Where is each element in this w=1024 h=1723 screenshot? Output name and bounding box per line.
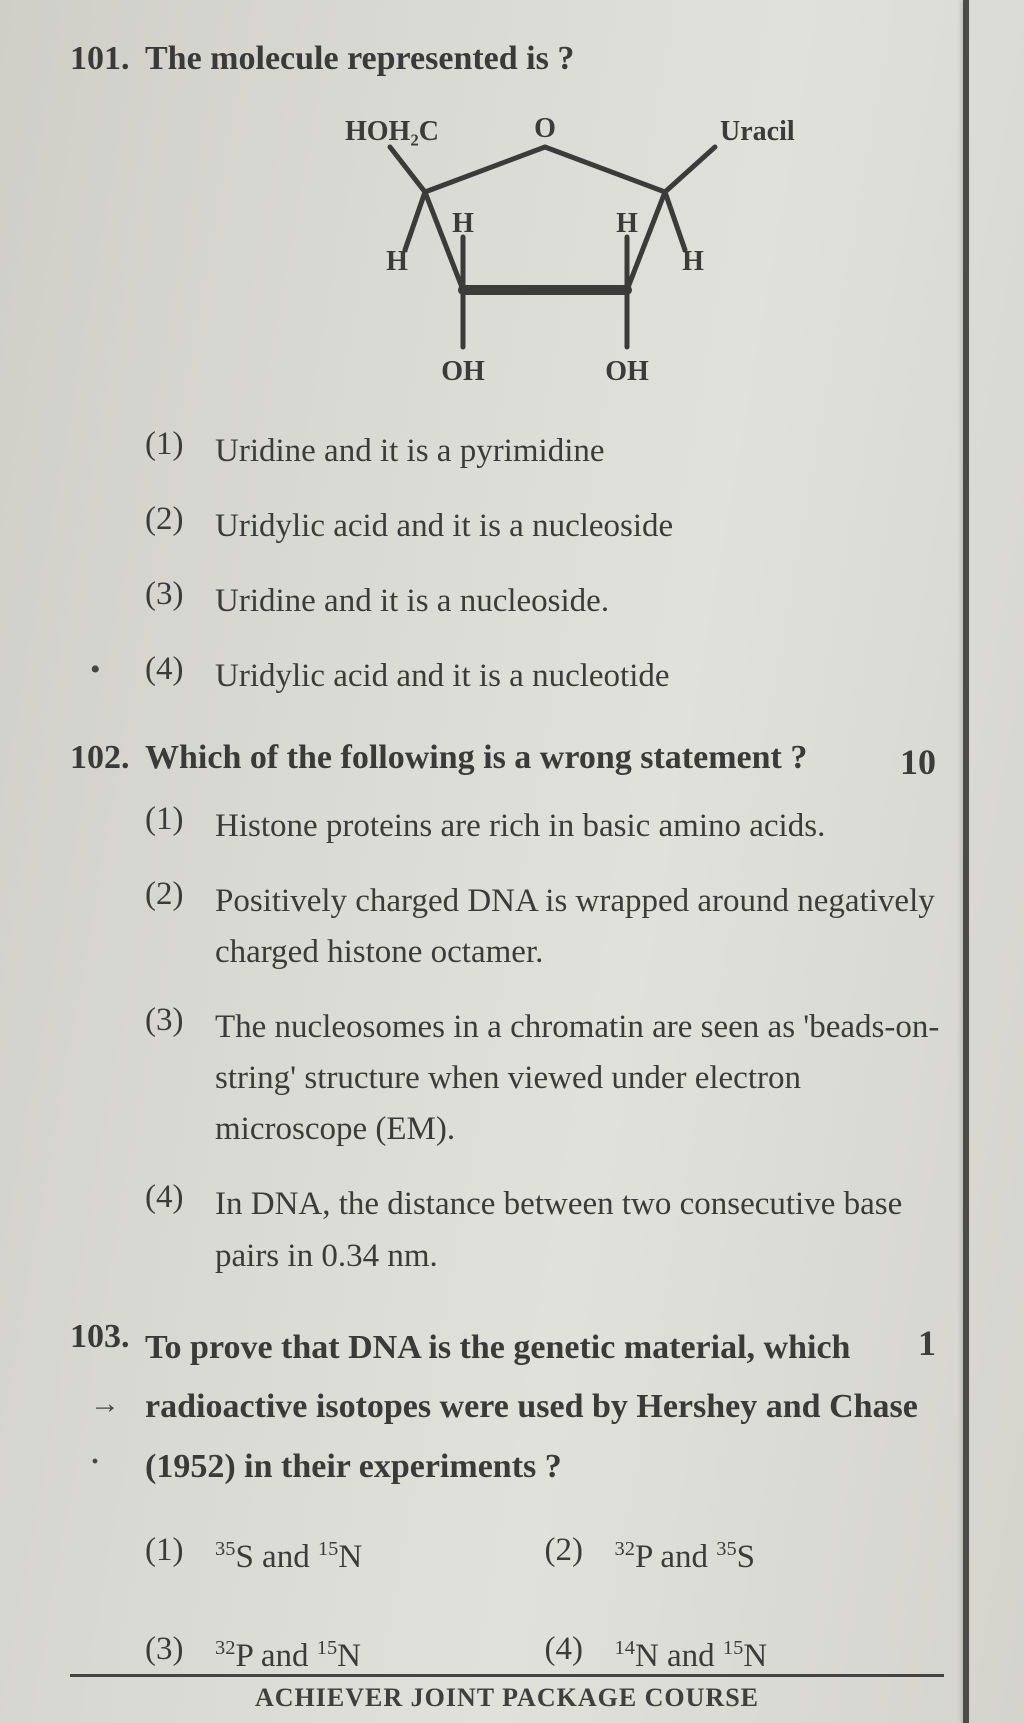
marker-icon: →	[90, 1378, 120, 1431]
option-number: (2)	[545, 1532, 615, 1569]
option: (2) Uridylic acid and it is a nucleoside	[145, 501, 944, 552]
option-text: Uridine and it is a nucleoside.	[215, 576, 944, 627]
option-number: (2)	[145, 876, 215, 913]
options-list: (1) Uridine and it is a pyrimidine (2) U…	[145, 426, 944, 703]
option-number: (3)	[145, 1002, 215, 1039]
question-102: 10 102. Which of the following is a wron…	[70, 739, 944, 1306]
question-103: 1 103. → · To prove that DNA is the gene…	[70, 1318, 944, 1707]
option-number: (4)	[145, 1179, 215, 1216]
option: (3) Uridine and it is a nucleoside.	[145, 576, 944, 627]
option: (2) Positively charged DNA is wrapped ar…	[145, 876, 944, 978]
mol-label-h: H	[616, 208, 638, 239]
question-text: → · To prove that DNA is the genetic mat…	[145, 1318, 944, 1497]
margin-number: 10	[900, 741, 936, 783]
option-number: (1)	[145, 801, 215, 838]
option: (2) 32P and 35S	[545, 1532, 945, 1583]
option-text: 35S and 15N	[215, 1532, 525, 1583]
option-text: Uridylic acid and it is a nucleoside	[215, 501, 944, 552]
question-101: 101. The molecule represented is ?	[70, 40, 944, 727]
option-number: (1)	[145, 426, 215, 463]
marker-icon: •	[90, 653, 101, 687]
mol-label-uracil: Uracil	[720, 116, 795, 147]
mol-label-hoh2c: HOH₂C	[345, 116, 439, 147]
option: (1) Histone proteins are rich in basic a…	[145, 801, 944, 852]
option-text: Histone proteins are rich in basic amino…	[215, 801, 944, 852]
option-text: Positively charged DNA is wrapped around…	[215, 876, 944, 978]
mol-label-h: H	[682, 246, 704, 277]
option: (3) The nucleosomes in a chromatin are s…	[145, 1002, 944, 1155]
option-text: 32P and 35S	[615, 1532, 925, 1583]
mol-label-o: O	[534, 113, 556, 144]
question-number: 103.	[70, 1318, 145, 1707]
marker-icon: ·	[90, 1436, 100, 1489]
question-text: The molecule represented is ?	[145, 40, 944, 78]
question-body: → · To prove that DNA is the genetic mat…	[145, 1318, 944, 1707]
option-number: (3)	[145, 1631, 215, 1668]
option-text: Uridine and it is a pyrimidine	[215, 426, 944, 477]
mol-label-oh: OH	[441, 356, 485, 387]
options-list: (1) Histone proteins are rich in basic a…	[145, 801, 944, 1282]
option-text: The nucleosomes in a chromatin are seen …	[215, 1002, 944, 1155]
mol-label-h: H	[452, 208, 474, 239]
option: (1) Uridine and it is a pyrimidine	[145, 426, 944, 477]
question-text-span: To prove that DNA is the genetic materia…	[145, 1329, 918, 1485]
question-body: The molecule represented is ?	[145, 40, 944, 727]
option-text: Uridylic acid and it is a nucleotide	[215, 651, 944, 702]
option-text: In DNA, the distance between two consecu…	[215, 1179, 944, 1281]
mol-label-h: H	[386, 246, 408, 277]
option-number: (3)	[145, 576, 215, 613]
option: (1) 35S and 15N	[145, 1532, 545, 1583]
option-number: (4)	[545, 1631, 615, 1668]
option: (4) In DNA, the distance between two con…	[145, 1179, 944, 1281]
question-body: Which of the following is a wrong statem…	[145, 739, 944, 1306]
option-number: (1)	[145, 1532, 215, 1569]
molecule-diagram: O HOH₂C Uracil H H H H OH OH	[285, 92, 805, 402]
mol-label-oh: OH	[605, 356, 649, 387]
exam-page: 101. The molecule represented is ?	[0, 0, 1024, 1723]
option-number: (2)	[145, 501, 215, 538]
option: • (4) Uridylic acid and it is a nucleoti…	[145, 651, 944, 702]
question-text: Which of the following is a wrong statem…	[145, 739, 944, 777]
question-number: 101.	[70, 40, 145, 727]
option-number: (4)	[145, 651, 215, 688]
page-footer: ACHIEVER JOINT PACKAGE COURSE	[70, 1674, 944, 1713]
question-number: 102.	[70, 739, 145, 1306]
